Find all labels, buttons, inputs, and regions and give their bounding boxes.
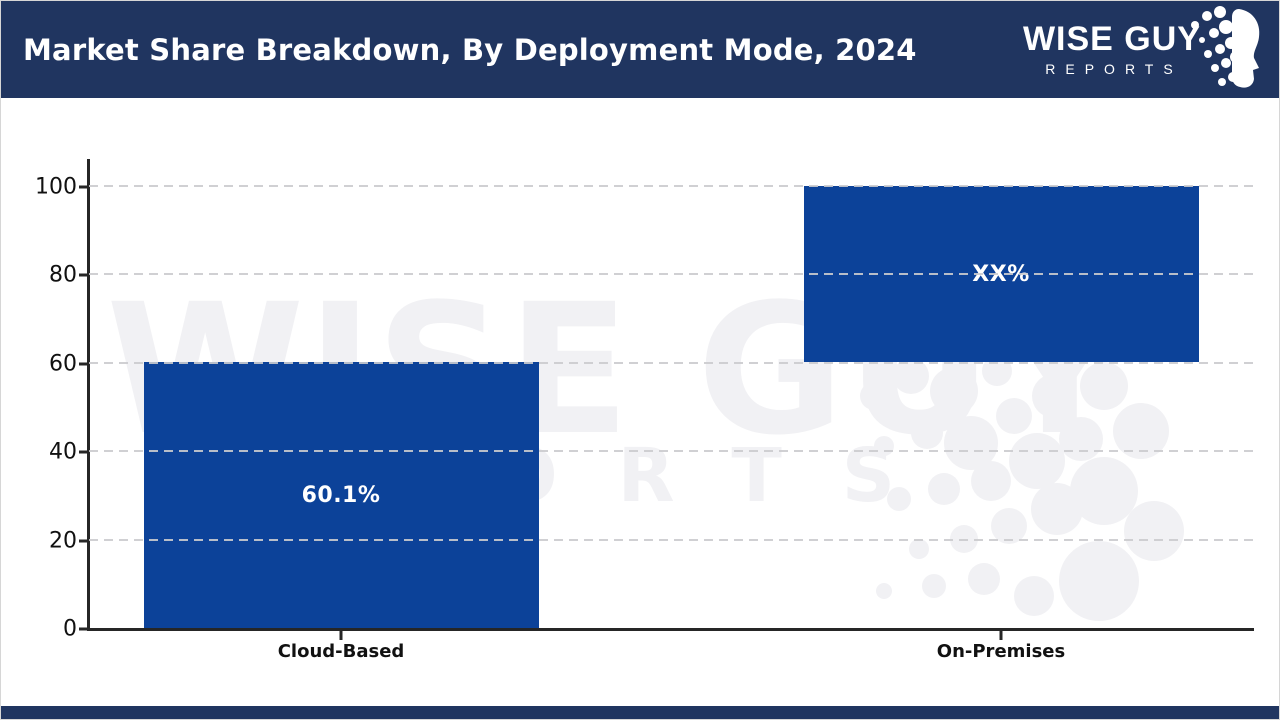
gridline-y-60 (89, 361, 1254, 364)
category-label-cloud-based: Cloud-Based (277, 641, 405, 662)
gridline-y-40 (89, 450, 1254, 453)
brand-logo-text: WISE GUY REPORTS (1023, 22, 1201, 77)
gridline-y-100 (89, 185, 1254, 187)
footer-bar (1, 706, 1279, 719)
watermark-head-icon (849, 341, 1184, 640)
brand-logo-subtitle: REPORTS (1045, 61, 1183, 77)
gridline-y-20 (89, 538, 1254, 541)
y-tick-mark-80 (79, 273, 88, 277)
category-label-on-premises: On-Premises (936, 641, 1066, 662)
gridline-y-80 (89, 273, 1254, 276)
page-title: Market Share Breakdown, By Deployment Mo… (23, 32, 917, 67)
y-axis-line (87, 159, 90, 631)
brand-logo-name: WISE GUY (1022, 20, 1201, 58)
y-tick-label-0: 0 (63, 616, 77, 642)
brand-logo: WISE GUY REPORTS (1023, 5, 1261, 95)
x-axis-line (87, 628, 1254, 631)
wise-guy-head-icon (1187, 5, 1261, 95)
header-bar: Market Share Breakdown, By Deployment Mo… (1, 1, 1279, 98)
bar-value-label: 60.1% (301, 482, 381, 508)
y-tick-label-80: 80 (49, 262, 77, 288)
y-tick-mark-0 (79, 627, 88, 631)
y-tick-label-100: 100 (35, 174, 77, 200)
y-tick-mark-20 (79, 539, 88, 543)
y-tick-label-40: 40 (49, 439, 77, 465)
y-tick-mark-60 (79, 362, 88, 366)
y-tick-label-20: 20 (49, 528, 77, 554)
x-tick-cloud-based (339, 631, 343, 640)
y-tick-mark-40 (79, 450, 88, 454)
x-tick-on-premises (999, 631, 1003, 640)
y-tick-mark-100 (79, 185, 88, 189)
bar-cloud-based: 60.1% (143, 362, 539, 628)
y-tick-label-60: 60 (49, 351, 77, 377)
